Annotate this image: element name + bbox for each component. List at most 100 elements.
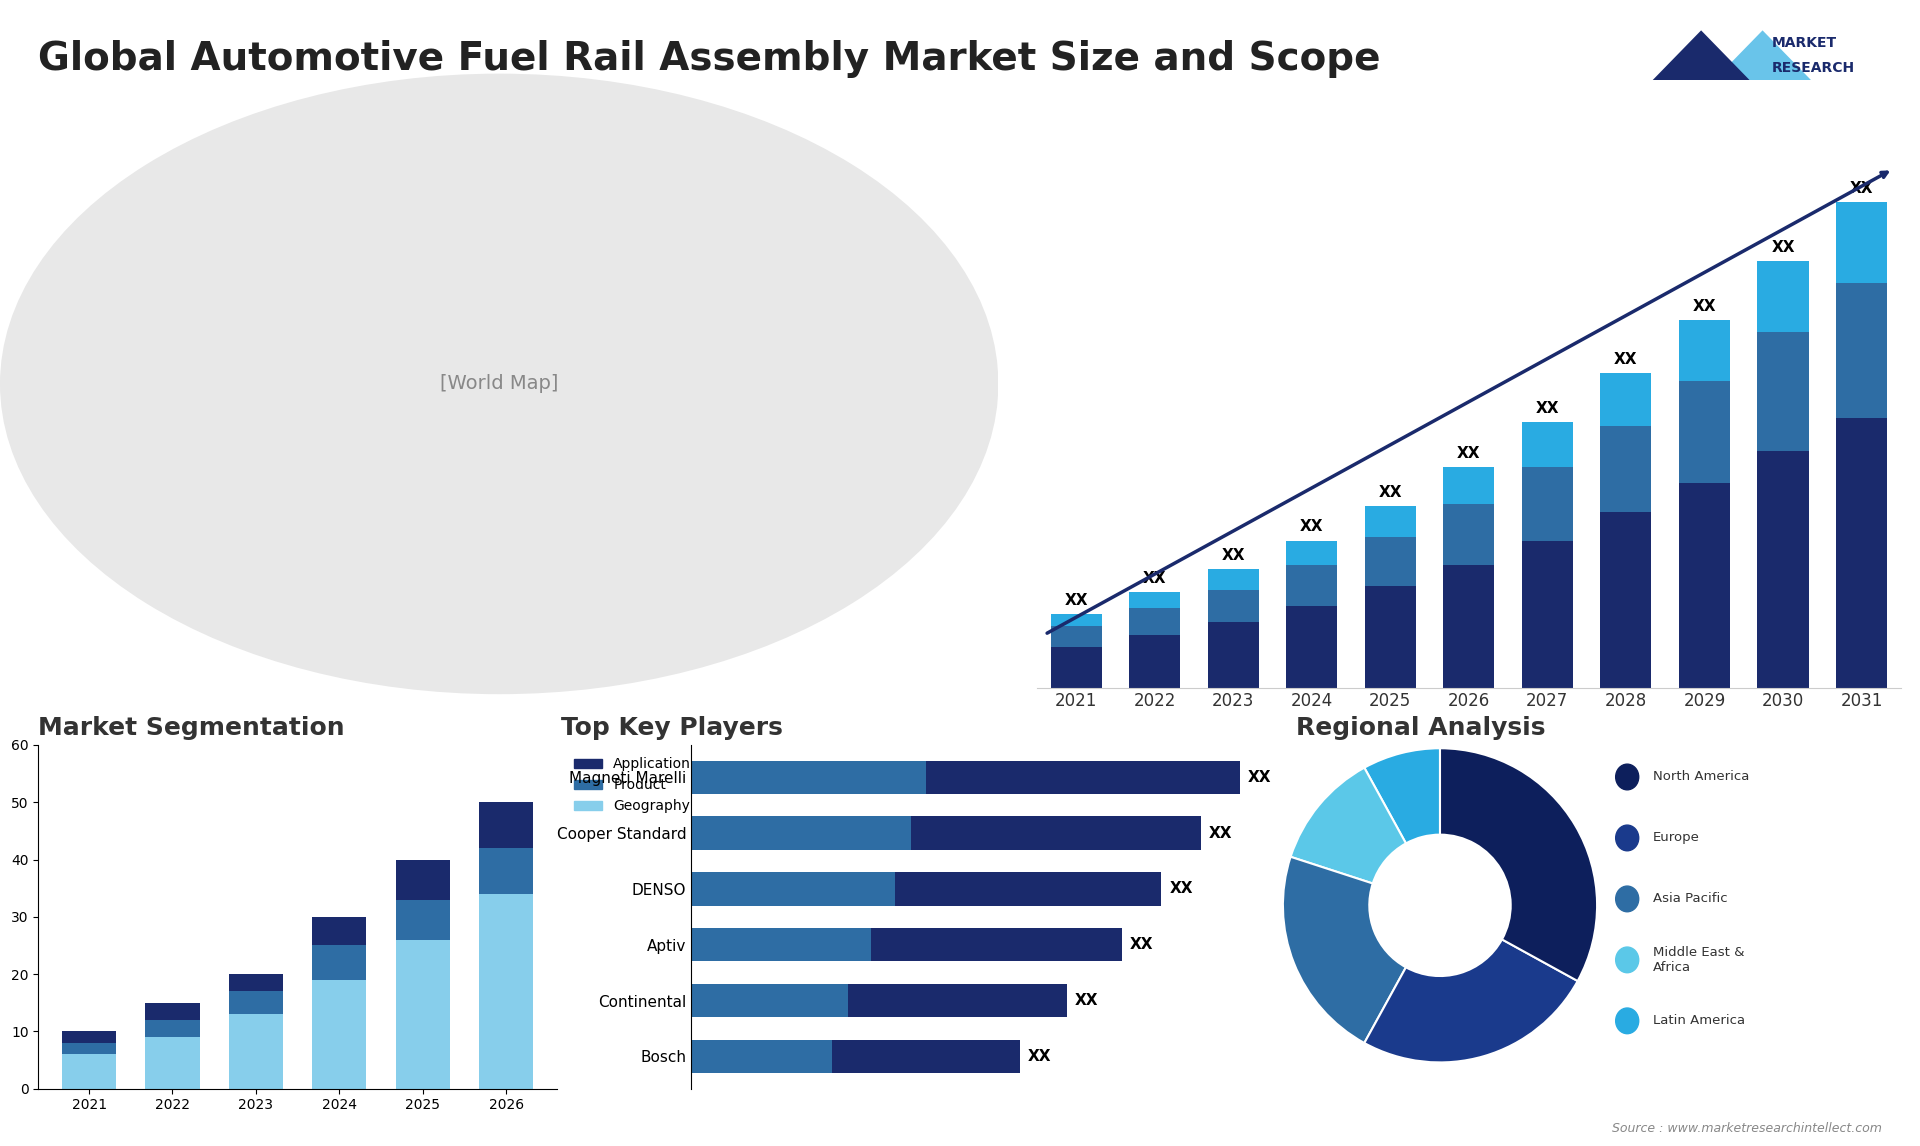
Bar (1523, 468, 1572, 541)
Bar (1286, 606, 1336, 688)
Bar (1129, 591, 1181, 609)
Circle shape (1617, 947, 1640, 973)
Bar (1444, 565, 1494, 688)
Bar (691, 872, 1162, 905)
Ellipse shape (0, 73, 998, 694)
Bar (691, 928, 1121, 961)
Bar (691, 816, 910, 850)
Circle shape (1617, 1008, 1640, 1034)
Text: Source : www.marketresearchintellect.com: Source : www.marketresearchintellect.com (1611, 1122, 1882, 1135)
Text: Latin America: Latin America (1653, 1014, 1745, 1027)
Bar (1523, 422, 1572, 468)
Text: XX: XX (1208, 825, 1233, 840)
Text: XX: XX (1849, 181, 1874, 196)
Circle shape (1617, 886, 1640, 912)
Bar (146, 1003, 200, 1089)
Bar (478, 894, 534, 1089)
Bar (691, 872, 895, 905)
Bar (313, 980, 367, 1089)
Bar (691, 928, 872, 961)
Bar (1286, 541, 1336, 565)
Text: XX: XX (1772, 240, 1795, 254)
Wedge shape (1283, 857, 1405, 1043)
Bar (691, 1039, 831, 1073)
Bar (1601, 512, 1651, 688)
Text: XX: XX (1029, 1049, 1052, 1063)
Bar (1208, 570, 1260, 589)
Legend: Application, Product, Geography: Application, Product, Geography (568, 752, 697, 819)
Text: XX: XX (1248, 770, 1271, 785)
Text: XX: XX (1379, 485, 1402, 500)
Bar (691, 816, 1200, 850)
Text: Top Key Players: Top Key Players (561, 716, 783, 740)
Bar (1601, 426, 1651, 512)
Text: XX: XX (1131, 937, 1154, 952)
Bar (146, 1020, 200, 1089)
Bar (313, 917, 367, 1089)
Bar (1757, 450, 1809, 688)
Text: [World Map]: [World Map] (440, 375, 559, 393)
Bar (478, 848, 534, 1089)
Text: Middle East &
Africa: Middle East & Africa (1653, 945, 1745, 974)
Bar (691, 983, 849, 1018)
Bar (1208, 589, 1260, 622)
Text: Europe: Europe (1653, 832, 1699, 845)
Bar (1050, 614, 1102, 627)
Bar (691, 983, 1068, 1018)
Circle shape (1617, 764, 1640, 790)
Text: Market Segmentation: Market Segmentation (38, 716, 346, 740)
Bar (61, 1043, 117, 1089)
Text: XX: XX (1221, 548, 1244, 563)
Bar (228, 974, 282, 1089)
Bar (228, 1014, 282, 1089)
Polygon shape (1609, 31, 1793, 125)
Circle shape (1617, 825, 1640, 850)
Text: North America: North America (1653, 770, 1749, 784)
Text: XX: XX (1693, 299, 1716, 314)
Bar (228, 991, 282, 1089)
Bar (1286, 565, 1336, 606)
Text: XX: XX (1457, 446, 1480, 461)
Bar (1050, 627, 1102, 646)
Bar (313, 945, 367, 1089)
Wedge shape (1290, 768, 1405, 884)
Text: RESEARCH: RESEARCH (1772, 61, 1855, 74)
Bar (1523, 541, 1572, 688)
Bar (1836, 418, 1887, 688)
Bar (1836, 283, 1887, 418)
Text: INTELLECT: INTELLECT (1772, 86, 1855, 100)
Bar (691, 1039, 1020, 1073)
Bar (61, 1031, 117, 1089)
Bar (691, 761, 1240, 794)
Text: MARKET: MARKET (1772, 36, 1837, 49)
Text: Global Automotive Fuel Rail Assembly Market Size and Scope: Global Automotive Fuel Rail Assembly Mar… (38, 40, 1380, 78)
Bar (61, 1054, 117, 1089)
Wedge shape (1365, 748, 1440, 843)
Bar (1365, 586, 1415, 688)
Text: XX: XX (1064, 592, 1089, 609)
Polygon shape (1670, 31, 1855, 125)
Bar (1601, 374, 1651, 426)
Text: XX: XX (1142, 571, 1165, 586)
Text: Regional Analysis: Regional Analysis (1296, 716, 1546, 740)
Bar (1678, 382, 1730, 484)
Wedge shape (1440, 748, 1597, 981)
Bar (1757, 261, 1809, 332)
Bar (1365, 505, 1415, 536)
Bar (396, 900, 449, 1089)
Wedge shape (1365, 940, 1578, 1062)
Bar (1365, 536, 1415, 586)
Bar (1444, 468, 1494, 504)
Bar (478, 802, 534, 1089)
Bar (1208, 622, 1260, 688)
Text: XX: XX (1300, 519, 1323, 534)
Bar (691, 761, 925, 794)
Bar (1836, 202, 1887, 283)
Bar (1678, 320, 1730, 382)
Bar (1678, 484, 1730, 688)
Text: XX: XX (1536, 401, 1559, 416)
Bar (396, 860, 449, 1089)
Text: XX: XX (1169, 881, 1192, 896)
Text: XX: XX (1615, 352, 1638, 367)
Text: XX: XX (1075, 994, 1098, 1008)
